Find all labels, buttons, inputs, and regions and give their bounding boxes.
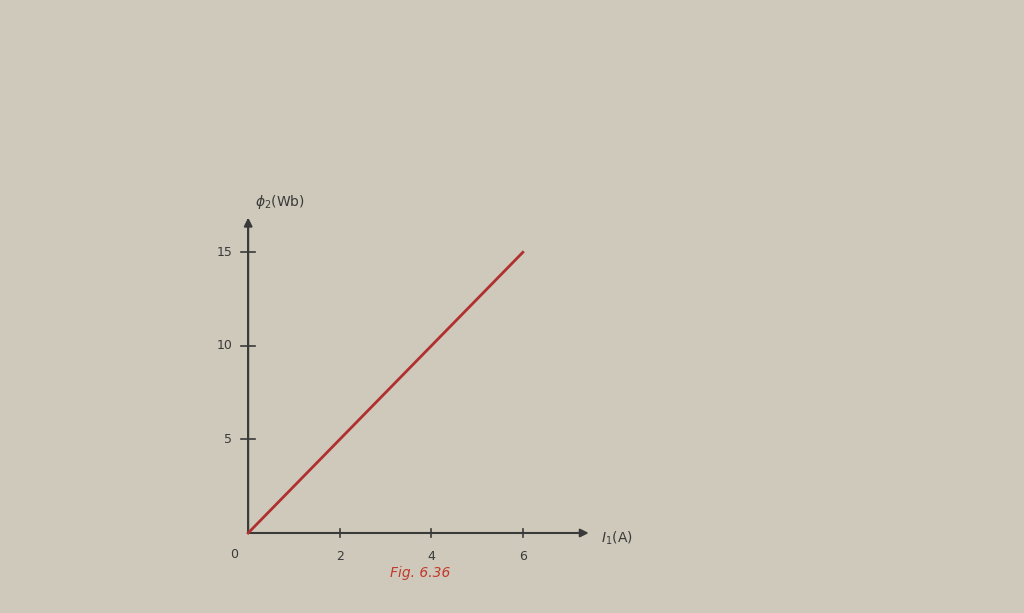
Text: 4: 4 — [427, 550, 435, 563]
Text: 2: 2 — [336, 550, 344, 563]
Text: 6: 6 — [519, 550, 526, 563]
Text: $\phi_2$(Wb): $\phi_2$(Wb) — [255, 193, 305, 211]
Text: $I_1$(A): $I_1$(A) — [601, 530, 633, 547]
Text: Fig. 6.36: Fig. 6.36 — [390, 566, 450, 580]
Text: 5: 5 — [224, 433, 232, 446]
Text: 15: 15 — [216, 246, 232, 259]
Text: 10: 10 — [216, 340, 232, 352]
Text: 0: 0 — [230, 548, 239, 561]
